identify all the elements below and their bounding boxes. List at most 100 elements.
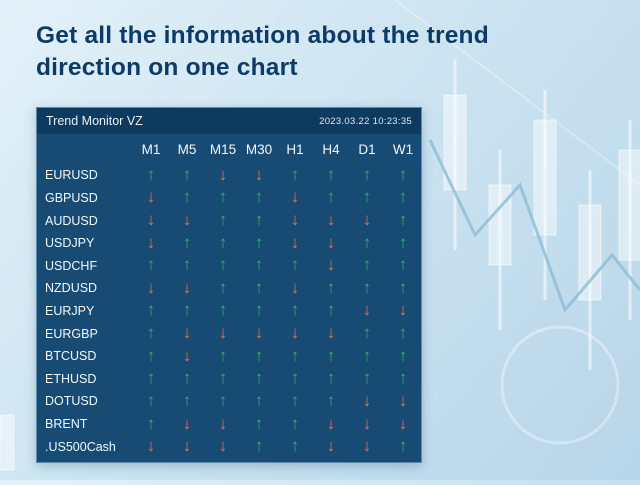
- trend-down-arrow-icon: ↓: [290, 210, 300, 230]
- trend-up-arrow-icon: ↑: [254, 277, 264, 297]
- trend-cell: ↓: [349, 437, 385, 456]
- trend-down-arrow-icon: ↓: [326, 210, 336, 230]
- trend-cell: ↑: [277, 301, 313, 320]
- trend-cell: ↓: [313, 256, 349, 275]
- trend-down-arrow-icon: ↓: [182, 277, 192, 297]
- trend-up-arrow-icon: ↑: [254, 187, 264, 207]
- column-header-w1: W1: [392, 141, 414, 157]
- trend-cell: ↓: [313, 234, 349, 253]
- trend-up-arrow-icon: ↑: [218, 277, 228, 297]
- trend-cell: ↓: [385, 392, 421, 411]
- trend-up-arrow-icon: ↑: [398, 164, 408, 184]
- column-header-m1: M1: [141, 141, 161, 157]
- trend-cell: ↓: [313, 437, 349, 456]
- column-header-m30: M30: [245, 141, 273, 157]
- trend-cell: ↑: [385, 324, 421, 343]
- trend-up-arrow-icon: ↑: [146, 164, 156, 184]
- trend-cell: ↑: [385, 188, 421, 207]
- trend-cell: ↓: [169, 279, 205, 298]
- trend-down-arrow-icon: ↓: [218, 436, 228, 456]
- trend-up-arrow-icon: ↑: [398, 277, 408, 297]
- trend-cell: ↓: [169, 347, 205, 366]
- trend-up-arrow-icon: ↑: [362, 164, 372, 184]
- trend-cell: ↑: [277, 256, 313, 275]
- trend-cell: ↑: [277, 415, 313, 434]
- trend-cell: ↑: [169, 301, 205, 320]
- trend-up-arrow-icon: ↑: [218, 345, 228, 365]
- trend-cell: ↓: [313, 415, 349, 434]
- trend-cell: ↑: [241, 301, 277, 320]
- trend-cell: ↑: [313, 392, 349, 411]
- trend-cell: ↑: [133, 301, 169, 320]
- trend-down-arrow-icon: ↓: [146, 232, 156, 252]
- trend-up-arrow-icon: ↑: [398, 436, 408, 456]
- trend-up-arrow-icon: ↑: [146, 323, 156, 343]
- trend-up-arrow-icon: ↑: [362, 368, 372, 388]
- trend-cell: ↑: [205, 234, 241, 253]
- trend-cell: ↓: [349, 301, 385, 320]
- trend-up-arrow-icon: ↑: [398, 345, 408, 365]
- table-row: EURUSD ↑ ↑ ↓ ↓ ↑ ↑ ↑ ↑: [37, 164, 421, 187]
- trend-cell: ↑: [313, 166, 349, 185]
- trend-up-arrow-icon: ↑: [326, 345, 336, 365]
- trend-cell: ↑: [205, 256, 241, 275]
- trend-down-arrow-icon: ↓: [398, 390, 408, 410]
- trend-up-arrow-icon: ↑: [218, 300, 228, 320]
- trend-up-arrow-icon: ↑: [362, 232, 372, 252]
- trend-down-arrow-icon: ↓: [146, 187, 156, 207]
- trend-up-arrow-icon: ↑: [182, 390, 192, 410]
- trend-cell: ↑: [349, 369, 385, 388]
- trend-down-arrow-icon: ↓: [362, 436, 372, 456]
- table-row: EURGBP ↑ ↓ ↓ ↓ ↓ ↓ ↑ ↑: [37, 322, 421, 345]
- trend-up-arrow-icon: ↑: [254, 345, 264, 365]
- trend-up-arrow-icon: ↑: [182, 368, 192, 388]
- trend-up-arrow-icon: ↑: [326, 368, 336, 388]
- panel-title: Trend Monitor VZ: [46, 114, 143, 128]
- table-header-row: M1 M5 M15 M30 H1 H4 D1 W1: [37, 134, 421, 164]
- trend-up-arrow-icon: ↑: [146, 390, 156, 410]
- trend-down-arrow-icon: ↓: [218, 164, 228, 184]
- trend-cell: ↑: [385, 437, 421, 456]
- trend-cell: ↓: [277, 211, 313, 230]
- trend-cell: ↑: [385, 256, 421, 275]
- trend-up-arrow-icon: ↑: [290, 390, 300, 410]
- symbol-label: GBPUSD: [45, 190, 98, 205]
- trend-down-arrow-icon: ↓: [182, 436, 192, 456]
- trend-up-arrow-icon: ↑: [254, 210, 264, 230]
- trend-up-arrow-icon: ↑: [290, 368, 300, 388]
- trend-up-arrow-icon: ↑: [362, 255, 372, 275]
- trend-cell: ↑: [205, 369, 241, 388]
- trend-down-arrow-icon: ↓: [146, 436, 156, 456]
- trend-up-arrow-icon: ↑: [182, 164, 192, 184]
- table-row: AUDUSD ↓ ↓ ↑ ↑ ↓ ↓ ↓ ↑: [37, 209, 421, 232]
- trend-up-arrow-icon: ↑: [398, 187, 408, 207]
- trend-down-arrow-icon: ↓: [182, 210, 192, 230]
- trend-cell: ↑: [385, 369, 421, 388]
- trend-cell: ↑: [277, 437, 313, 456]
- trend-cell: ↓: [313, 211, 349, 230]
- panel-timestamp: 2023.03.22 10:23:35: [319, 115, 412, 127]
- trend-cell: ↑: [313, 301, 349, 320]
- trend-down-arrow-icon: ↓: [290, 277, 300, 297]
- trend-up-arrow-icon: ↑: [290, 345, 300, 365]
- table-row: EURJPY ↑ ↑ ↑ ↑ ↑ ↑ ↓ ↓: [37, 300, 421, 323]
- trend-cell: ↑: [313, 369, 349, 388]
- trend-cell: ↑: [241, 279, 277, 298]
- trend-up-arrow-icon: ↑: [182, 232, 192, 252]
- trend-cell: ↓: [133, 279, 169, 298]
- trend-cell: ↓: [349, 211, 385, 230]
- symbol-label: BRENT: [45, 417, 88, 431]
- column-header-m5: M5: [177, 141, 197, 157]
- trend-cell: ↑: [205, 188, 241, 207]
- trend-up-arrow-icon: ↑: [182, 187, 192, 207]
- trend-cell: ↑: [349, 234, 385, 253]
- trend-cell: ↑: [169, 188, 205, 207]
- trend-cell: ↑: [241, 211, 277, 230]
- trend-up-arrow-icon: ↑: [146, 345, 156, 365]
- trend-up-arrow-icon: ↑: [218, 390, 228, 410]
- trend-cell: ↑: [385, 166, 421, 185]
- trend-table-body: EURUSD ↑ ↑ ↓ ↓ ↑ ↑ ↑ ↑ GBPUSD ↓ ↑ ↑ ↑ ↓ ↑ ↑ ↑ AUDUSD ↓ ↓ ↑ ↑ ↓ ↓…: [37, 164, 421, 462]
- trend-cell: ↑: [241, 347, 277, 366]
- trend-cell: ↑: [205, 347, 241, 366]
- symbol-label: BTCUSD: [45, 349, 97, 364]
